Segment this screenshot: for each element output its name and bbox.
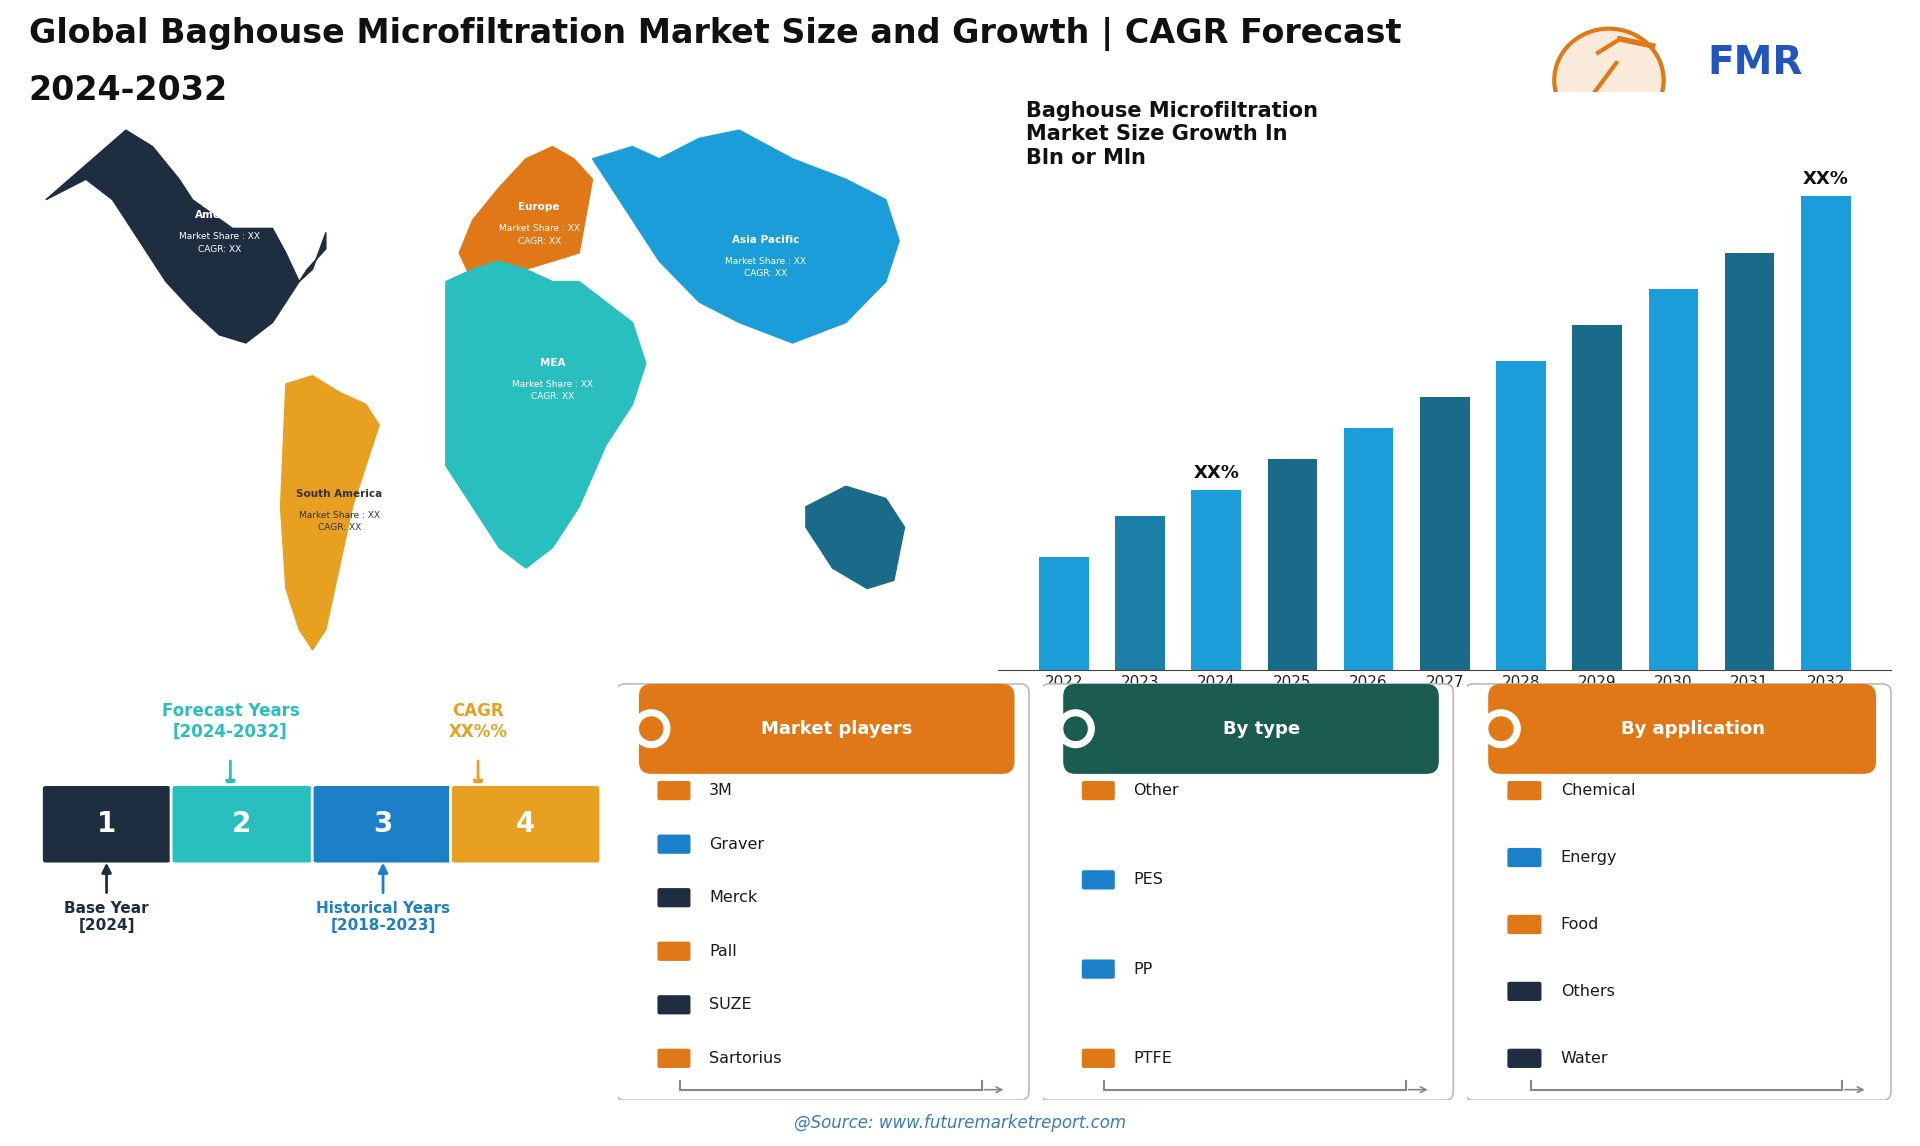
Bar: [1572, 325, 1622, 670]
FancyBboxPatch shape: [657, 995, 691, 1014]
Text: Global Baghouse Microfiltration Market Size and Growth | CAGR Forecast: Global Baghouse Microfiltration Market S…: [29, 17, 1402, 52]
Text: Europe: Europe: [518, 202, 561, 212]
Text: CAGR: XX: CAGR: XX: [198, 245, 240, 253]
Text: Asia Pacific: Asia Pacific: [732, 235, 799, 245]
FancyBboxPatch shape: [657, 834, 691, 854]
Text: CAGR: XX: CAGR: XX: [317, 523, 361, 532]
Text: 2024-2032: 2024-2032: [29, 74, 228, 108]
Text: @Source: www.futuremarketreport.com: @Source: www.futuremarketreport.com: [795, 1114, 1125, 1132]
Bar: [1116, 516, 1165, 670]
Bar: [1039, 557, 1089, 670]
Text: Market Share : XX: Market Share : XX: [300, 511, 380, 520]
FancyBboxPatch shape: [657, 782, 691, 800]
Text: By application: By application: [1620, 720, 1764, 738]
Text: SUZE: SUZE: [708, 997, 753, 1012]
Text: North
America: North America: [196, 198, 244, 220]
Bar: [1421, 398, 1469, 670]
Text: PTFE: PTFE: [1133, 1051, 1173, 1066]
Circle shape: [1490, 717, 1513, 740]
FancyBboxPatch shape: [1081, 959, 1116, 979]
Bar: [1724, 253, 1774, 670]
Text: Water: Water: [1561, 1051, 1609, 1066]
Text: MEA: MEA: [540, 358, 564, 368]
Text: 3: 3: [372, 810, 394, 838]
Circle shape: [639, 717, 662, 740]
Circle shape: [1058, 709, 1094, 747]
Text: Food: Food: [1561, 917, 1599, 932]
Polygon shape: [593, 131, 899, 343]
Text: 1: 1: [96, 810, 117, 838]
Text: Pall: Pall: [708, 944, 737, 959]
FancyBboxPatch shape: [313, 785, 453, 864]
FancyBboxPatch shape: [1507, 915, 1542, 934]
Text: PP: PP: [1133, 961, 1152, 976]
FancyBboxPatch shape: [1465, 684, 1891, 1100]
Text: By type: By type: [1223, 720, 1300, 738]
Circle shape: [634, 709, 670, 747]
Bar: [1801, 196, 1851, 670]
Text: Market Share : XX: Market Share : XX: [499, 225, 580, 234]
Text: XX%: XX%: [1803, 171, 1849, 188]
Text: CAGR: XX: CAGR: XX: [532, 392, 574, 401]
FancyBboxPatch shape: [1064, 684, 1438, 774]
Text: CAGR: XX: CAGR: XX: [745, 269, 787, 278]
FancyBboxPatch shape: [1507, 848, 1542, 868]
Text: 4: 4: [516, 810, 536, 838]
Text: FMR: FMR: [1707, 44, 1803, 83]
Polygon shape: [1555, 29, 1661, 132]
Text: 3M: 3M: [708, 783, 733, 798]
FancyBboxPatch shape: [1041, 684, 1453, 1100]
Text: Baghouse Microfiltration
Market Size Growth In
Bln or Mln: Baghouse Microfiltration Market Size Gro…: [1025, 101, 1317, 167]
Polygon shape: [445, 261, 645, 568]
Text: Market Share : XX: Market Share : XX: [179, 233, 259, 242]
Text: Sartorius: Sartorius: [708, 1051, 781, 1066]
FancyBboxPatch shape: [1507, 1049, 1542, 1068]
FancyBboxPatch shape: [657, 888, 691, 908]
Text: CAGR: XX: CAGR: XX: [518, 236, 561, 245]
FancyBboxPatch shape: [42, 785, 171, 864]
Polygon shape: [459, 147, 593, 282]
FancyBboxPatch shape: [1081, 782, 1116, 800]
Text: PES: PES: [1133, 872, 1164, 887]
Text: Graver: Graver: [708, 837, 764, 851]
Polygon shape: [806, 486, 904, 589]
Text: FUTURE MARKET REPORT: FUTURE MARKET REPORT: [1686, 117, 1824, 126]
FancyBboxPatch shape: [451, 785, 601, 864]
Text: Energy: Energy: [1561, 850, 1617, 865]
Text: CAGR
XX%%: CAGR XX%%: [449, 702, 507, 741]
Text: Market Share : XX: Market Share : XX: [513, 379, 593, 388]
FancyBboxPatch shape: [616, 684, 1029, 1100]
Bar: [1267, 460, 1317, 670]
Text: Other: Other: [1133, 783, 1179, 798]
Text: Base Year
[2024]: Base Year [2024]: [63, 901, 150, 933]
Text: Others: Others: [1561, 984, 1615, 999]
FancyBboxPatch shape: [1488, 684, 1876, 774]
Circle shape: [1482, 709, 1521, 747]
FancyBboxPatch shape: [171, 785, 313, 864]
Text: Market Share : XX: Market Share : XX: [726, 257, 806, 266]
Polygon shape: [46, 131, 326, 343]
FancyBboxPatch shape: [657, 1049, 691, 1068]
FancyBboxPatch shape: [639, 684, 1014, 774]
Text: Chemical: Chemical: [1561, 783, 1636, 798]
FancyBboxPatch shape: [657, 942, 691, 960]
Bar: [1496, 361, 1546, 670]
Polygon shape: [280, 376, 380, 650]
Bar: [1649, 289, 1697, 670]
Text: Market players: Market players: [762, 720, 912, 738]
FancyBboxPatch shape: [1081, 870, 1116, 889]
Bar: [1344, 429, 1394, 670]
Bar: [1192, 490, 1240, 670]
FancyBboxPatch shape: [1507, 782, 1542, 800]
FancyBboxPatch shape: [1507, 982, 1542, 1000]
Text: 2: 2: [232, 810, 252, 838]
Text: Merck: Merck: [708, 890, 756, 905]
FancyBboxPatch shape: [1081, 1049, 1116, 1068]
Circle shape: [1064, 717, 1087, 740]
Text: Forecast Years
[2024-2032]: Forecast Years [2024-2032]: [161, 702, 300, 741]
Text: XX%: XX%: [1192, 464, 1238, 482]
Text: South America: South America: [296, 488, 382, 499]
Text: Historical Years
[2018-2023]: Historical Years [2018-2023]: [317, 901, 449, 933]
